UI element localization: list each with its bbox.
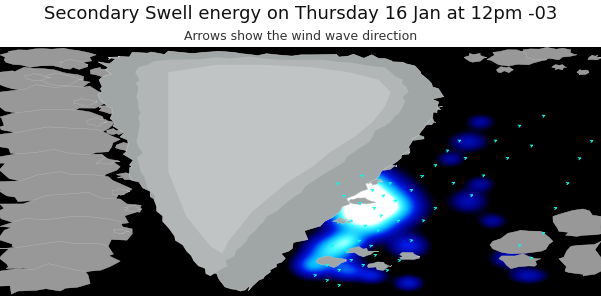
Polygon shape xyxy=(407,118,436,127)
Polygon shape xyxy=(96,157,120,165)
Polygon shape xyxy=(0,172,132,207)
Polygon shape xyxy=(332,218,353,224)
Polygon shape xyxy=(553,209,601,236)
Polygon shape xyxy=(0,264,90,294)
Polygon shape xyxy=(383,146,410,156)
Polygon shape xyxy=(0,67,90,92)
Polygon shape xyxy=(87,118,107,126)
Polygon shape xyxy=(0,48,96,67)
Polygon shape xyxy=(0,85,109,113)
Polygon shape xyxy=(124,205,142,212)
Text: Arrows show the wind wave direction: Arrows show the wind wave direction xyxy=(184,30,417,44)
Polygon shape xyxy=(362,178,383,185)
Polygon shape xyxy=(464,54,487,62)
Polygon shape xyxy=(349,198,376,205)
Polygon shape xyxy=(394,132,424,141)
Polygon shape xyxy=(316,256,346,268)
Polygon shape xyxy=(112,189,130,195)
Polygon shape xyxy=(499,254,541,269)
Polygon shape xyxy=(559,241,601,276)
Polygon shape xyxy=(40,73,83,86)
Polygon shape xyxy=(168,65,391,254)
Polygon shape xyxy=(577,69,589,75)
Polygon shape xyxy=(106,128,124,135)
Polygon shape xyxy=(407,88,434,97)
Polygon shape xyxy=(0,149,120,184)
Polygon shape xyxy=(490,230,553,254)
Polygon shape xyxy=(400,252,419,260)
Polygon shape xyxy=(114,229,129,234)
Polygon shape xyxy=(588,55,601,60)
Polygon shape xyxy=(496,67,513,73)
Polygon shape xyxy=(59,59,88,69)
Text: Secondary Swell energy on Thursday 16 Jan at 12pm -03: Secondary Swell energy on Thursday 16 Ja… xyxy=(44,5,557,23)
Polygon shape xyxy=(25,73,50,81)
Polygon shape xyxy=(90,67,116,77)
Polygon shape xyxy=(415,103,443,111)
Polygon shape xyxy=(74,98,97,106)
Polygon shape xyxy=(0,241,120,274)
Polygon shape xyxy=(135,57,409,276)
Polygon shape xyxy=(0,192,141,229)
Polygon shape xyxy=(99,106,120,114)
Polygon shape xyxy=(523,47,577,60)
Polygon shape xyxy=(487,50,547,66)
Polygon shape xyxy=(97,51,444,291)
Polygon shape xyxy=(367,262,392,270)
Polygon shape xyxy=(117,173,137,180)
Polygon shape xyxy=(388,72,425,82)
Polygon shape xyxy=(0,127,120,157)
Polygon shape xyxy=(346,247,379,257)
Polygon shape xyxy=(372,163,397,170)
Polygon shape xyxy=(0,110,114,137)
Polygon shape xyxy=(552,65,567,70)
Polygon shape xyxy=(0,216,132,251)
Polygon shape xyxy=(115,142,144,152)
